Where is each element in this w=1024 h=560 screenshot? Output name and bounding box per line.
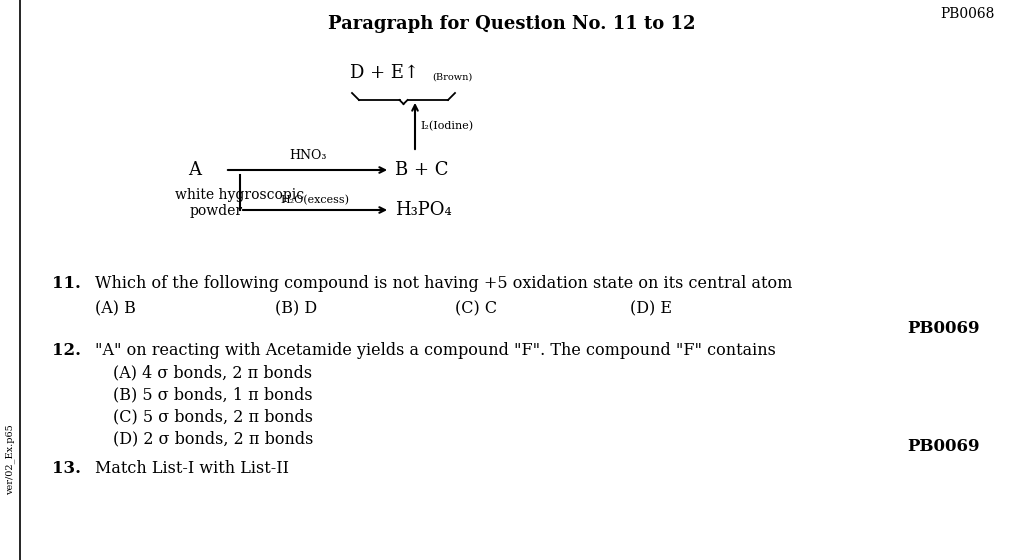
Text: H₃PO₄: H₃PO₄ (395, 201, 452, 219)
Text: PB0068: PB0068 (941, 7, 995, 21)
Text: (Brown): (Brown) (432, 73, 472, 82)
Text: B + C: B + C (395, 161, 449, 179)
Text: Which of the following compound is not having +5 oxidation state on its central : Which of the following compound is not h… (95, 275, 793, 292)
Text: (A) 4 σ bonds, 2 π bonds: (A) 4 σ bonds, 2 π bonds (113, 364, 312, 381)
Text: (D) E: (D) E (630, 300, 672, 317)
Text: (C) C: (C) C (455, 300, 497, 317)
Text: ver/02_Ex.p65: ver/02_Ex.p65 (5, 424, 14, 496)
Text: "A" on reacting with Acetamide yields a compound "F". The compound "F" contains: "A" on reacting with Acetamide yields a … (95, 342, 776, 359)
Text: Match List-I with List-II: Match List-I with List-II (95, 460, 289, 477)
Text: Paragraph for Question No. 11 to 12: Paragraph for Question No. 11 to 12 (329, 15, 695, 33)
Text: PB0069: PB0069 (907, 438, 980, 455)
Text: (C) 5 σ bonds, 2 π bonds: (C) 5 σ bonds, 2 π bonds (113, 408, 313, 425)
Text: 13.: 13. (52, 460, 81, 477)
Text: 11.: 11. (52, 275, 81, 292)
Text: white hygroscopic: white hygroscopic (175, 188, 304, 202)
Text: PB0069: PB0069 (907, 320, 980, 337)
Text: (B) 5 σ bonds, 1 π bonds: (B) 5 σ bonds, 1 π bonds (113, 386, 312, 403)
Text: H₂O(excess): H₂O(excess) (281, 195, 349, 205)
Text: D + E↑: D + E↑ (350, 64, 419, 82)
Text: A: A (188, 161, 202, 179)
Text: (D) 2 σ bonds, 2 π bonds: (D) 2 σ bonds, 2 π bonds (113, 430, 313, 447)
Text: 12.: 12. (52, 342, 81, 359)
Text: powder: powder (190, 204, 243, 218)
Text: I₂(Iodine): I₂(Iodine) (420, 121, 473, 131)
Text: (B) D: (B) D (275, 300, 317, 317)
Text: (A) B: (A) B (95, 300, 136, 317)
Text: HNO₃: HNO₃ (289, 149, 327, 162)
